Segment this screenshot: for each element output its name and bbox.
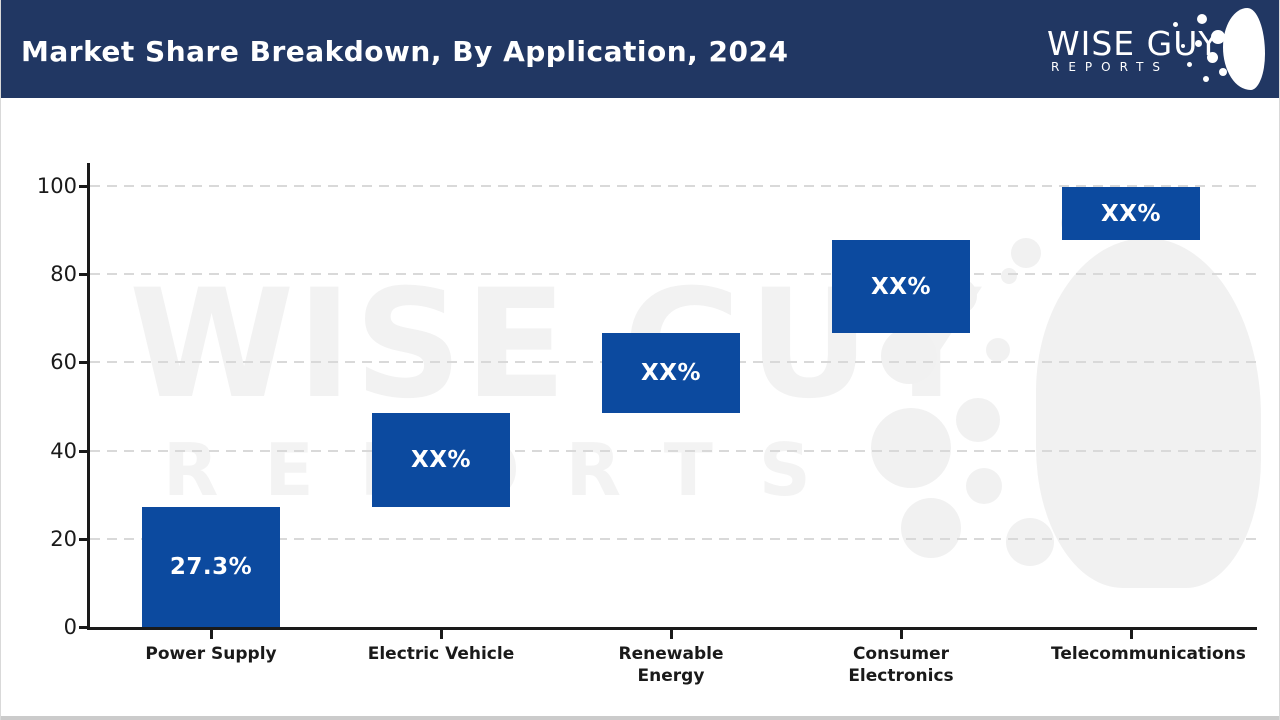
logo-dot-icon	[1195, 40, 1202, 47]
chart-area: WISE GUY REPORTS 02040608010027.3%Power …	[1, 98, 1279, 716]
y-axis-tick	[79, 185, 87, 188]
y-axis-tick	[79, 361, 87, 365]
x-axis-tick	[1130, 630, 1133, 639]
y-axis-tick	[79, 449, 87, 453]
watermark-dot-icon	[881, 328, 937, 384]
logo-head-icon	[1223, 8, 1265, 90]
watermark-dot-icon	[956, 398, 1000, 442]
watermark-dot-icon	[901, 498, 961, 558]
y-axis-tick	[79, 626, 87, 629]
footer-strip	[1, 716, 1279, 720]
gridline	[90, 185, 1257, 187]
y-tick-label: 0	[63, 615, 77, 639]
header-bar: Market Share Breakdown, By Application, …	[1, 0, 1279, 98]
x-tick-label: Consumer Electronics	[848, 644, 954, 686]
y-tick-label: 20	[50, 526, 77, 551]
y-axis-tick	[79, 273, 87, 277]
watermark-dot-icon	[1001, 268, 1017, 284]
logo-dot-icon	[1187, 62, 1192, 67]
y-axis-line	[87, 163, 90, 630]
logo-dot-icon	[1197, 14, 1207, 24]
gridline	[90, 273, 1257, 276]
bar-value-label: XX%	[870, 273, 931, 300]
y-tick-label: 40	[50, 438, 77, 463]
logo-dot-icon	[1219, 68, 1227, 76]
bar: XX%	[372, 413, 510, 507]
watermark-dot-icon	[986, 338, 1010, 362]
logo-dot-icon	[1211, 30, 1225, 44]
x-tick-label: Electric Vehicle	[367, 644, 515, 664]
bar: XX%	[832, 239, 970, 334]
logo-dot-icon	[1173, 22, 1178, 27]
x-axis-tick	[210, 630, 213, 639]
x-axis-tick	[440, 630, 443, 639]
gridline	[90, 449, 1257, 452]
x-tick-label: Telecommunications	[1051, 644, 1246, 664]
x-tick-label: Power Supply	[145, 644, 277, 664]
logo-subtitle: REPORTS	[1051, 60, 1170, 74]
bar: XX%	[602, 333, 740, 414]
watermark-dot-icon	[1011, 238, 1041, 268]
bar-value-label: 27.3%	[169, 553, 253, 580]
page-title: Market Share Breakdown, By Application, …	[21, 35, 789, 68]
y-axis-tick	[79, 537, 87, 541]
watermark-head-icon	[1036, 238, 1261, 588]
logo: WISE GUY REPORTS	[1011, 0, 1271, 98]
y-tick-label: 80	[50, 262, 77, 287]
x-tick-label: Renewable Energy	[618, 644, 724, 686]
bar-value-label: XX%	[410, 446, 471, 473]
bar-value-label: XX%	[1100, 200, 1161, 227]
y-tick-label: 60	[50, 350, 77, 375]
x-axis-tick	[900, 630, 903, 639]
bar: 27.3%	[142, 506, 280, 627]
y-tick-label: 100	[36, 174, 77, 198]
logo-wordmark: WISE GUY	[1047, 24, 1220, 63]
logo-dot-icon	[1203, 76, 1209, 82]
logo-dot-icon	[1207, 52, 1218, 63]
bar: XX%	[1062, 187, 1200, 240]
watermark-dot-icon	[966, 468, 1002, 504]
gridline	[90, 537, 1257, 540]
x-axis-line	[87, 627, 1257, 630]
bar-value-label: XX%	[640, 360, 701, 387]
watermark-dot-icon	[871, 408, 951, 488]
watermark-text: WISE GUY	[129, 258, 983, 432]
logo-dot-icon	[1181, 44, 1185, 48]
x-axis-tick	[670, 630, 673, 639]
watermark-dot-icon	[1006, 518, 1054, 566]
